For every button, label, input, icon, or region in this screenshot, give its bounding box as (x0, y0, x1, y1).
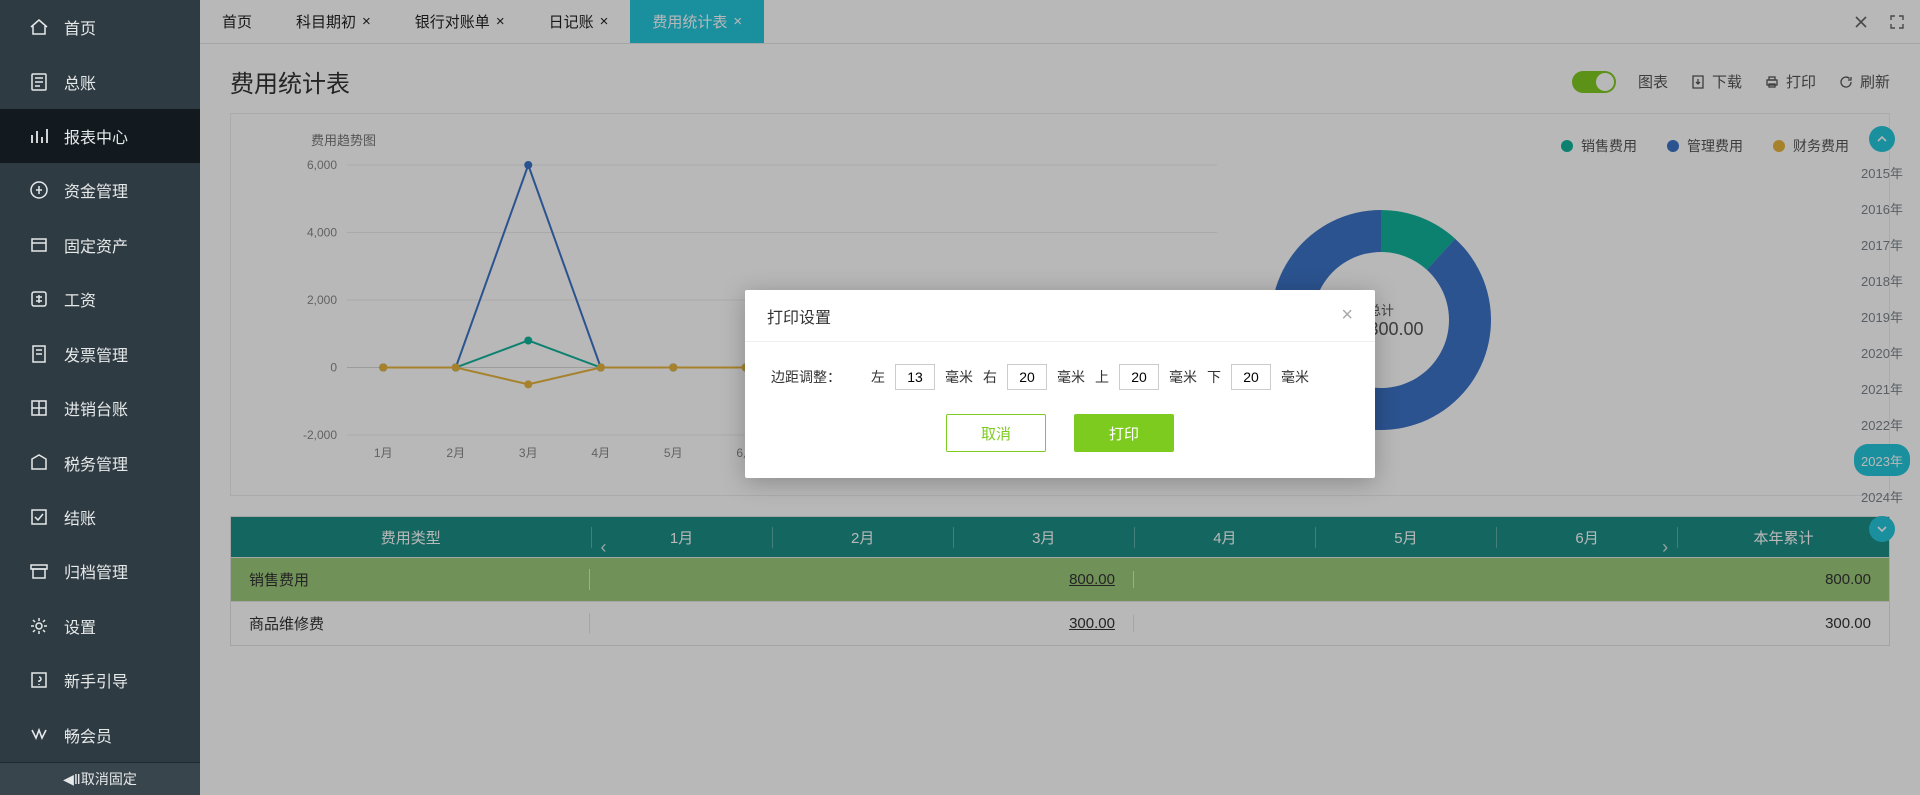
sidebar-item-label: 畅会员 (64, 723, 112, 747)
sidebar-item-archive[interactable]: 归档管理 (0, 544, 200, 598)
sidebar-item-label: 报表中心 (64, 124, 128, 148)
sidebar-item-vip[interactable]: 畅会员 (0, 707, 200, 761)
modal-actions: 取消 打印 (771, 414, 1349, 452)
margin-row: 边距调整： 左 毫米 右 毫米 上 毫米 下 毫米 (771, 364, 1349, 390)
margin-right-input[interactable] (1007, 364, 1047, 390)
sidebar-item-invout[interactable]: 进销台账 (0, 381, 200, 435)
unit: 毫米 (1169, 367, 1197, 387)
main: 首页科目期初×银行对账单×日记账×费用统计表× 费用统计表 图表 下载 打印 刷… (200, 0, 1920, 795)
report-icon (28, 125, 50, 147)
sidebar-item-label: 新手引导 (64, 668, 128, 692)
modal-body: 边距调整： 左 毫米 右 毫米 上 毫米 下 毫米 取消 打印 (745, 342, 1375, 478)
unit: 毫米 (1281, 367, 1309, 387)
bottom-label: 下 (1207, 367, 1221, 387)
modal-close-icon[interactable]: × (1341, 304, 1353, 327)
sidebar-item-label: 结账 (64, 505, 96, 529)
sidebar-item-invoice[interactable]: 发票管理 (0, 327, 200, 381)
sidebar-item-label: 固定资产 (64, 233, 128, 257)
sidebar-item-label: 首页 (64, 15, 96, 39)
vip-icon (28, 724, 50, 746)
sidebar-item-label: 进销台账 (64, 396, 128, 420)
sidebar-item-guide[interactable]: 新手引导 (0, 653, 200, 707)
sidebar-item-salary[interactable]: 工资 (0, 272, 200, 326)
guide-icon (28, 669, 50, 691)
sidebar-item-label: 税务管理 (64, 451, 128, 475)
print-settings-modal: 打印设置 × 边距调整： 左 毫米 右 毫米 上 毫米 下 毫米 (745, 290, 1375, 478)
fund-icon (28, 179, 50, 201)
right-label: 右 (983, 367, 997, 387)
unit: 毫米 (1057, 367, 1085, 387)
sidebar-item-label: 资金管理 (64, 178, 128, 202)
modal-head: 打印设置 × (745, 290, 1375, 342)
ledger-icon (28, 71, 50, 93)
margin-top-input[interactable] (1119, 364, 1159, 390)
settings-icon (28, 615, 50, 637)
sidebar-item-label: 归档管理 (64, 559, 128, 583)
archive-icon (28, 560, 50, 582)
invout-icon (28, 397, 50, 419)
top-label: 上 (1095, 367, 1109, 387)
cancel-button[interactable]: 取消 (946, 414, 1046, 452)
sidebar-item-fund[interactable]: 资金管理 (0, 163, 200, 217)
close-books-icon (28, 506, 50, 528)
sidebar-item-label: 工资 (64, 287, 96, 311)
sidebar-item-tax[interactable]: 税务管理 (0, 435, 200, 489)
unit: 毫米 (945, 367, 973, 387)
left-label: 左 (871, 367, 885, 387)
sidebar-item-home[interactable]: 首页 (0, 0, 200, 54)
sidebar-item-settings[interactable]: 设置 (0, 599, 200, 653)
sidebar-item-close-books[interactable]: 结账 (0, 490, 200, 544)
sidebar-item-label: 设置 (64, 614, 96, 638)
margin-bottom-input[interactable] (1231, 364, 1271, 390)
sidebar: 首页总账报表中心资金管理固定资产工资发票管理进销台账税务管理结账归档管理设置新手… (0, 0, 200, 795)
asset-icon (28, 234, 50, 256)
tax-icon (28, 452, 50, 474)
invoice-icon (28, 343, 50, 365)
salary-icon (28, 288, 50, 310)
sidebar-item-label: 总账 (64, 70, 96, 94)
home-icon (28, 16, 50, 38)
sidebar-item-asset[interactable]: 固定资产 (0, 218, 200, 272)
margin-left-input[interactable] (895, 364, 935, 390)
sidebar-item-label: 发票管理 (64, 342, 128, 366)
print-confirm-button[interactable]: 打印 (1074, 414, 1174, 452)
sidebar-item-report[interactable]: 报表中心 (0, 109, 200, 163)
sidebar-item-ledger[interactable]: 总账 (0, 54, 200, 108)
modal-title: 打印设置 (767, 304, 831, 328)
sidebar-unpin[interactable]: ◀Ⅱ取消固定 (0, 762, 200, 795)
margin-adjust-label: 边距调整： (771, 367, 841, 387)
